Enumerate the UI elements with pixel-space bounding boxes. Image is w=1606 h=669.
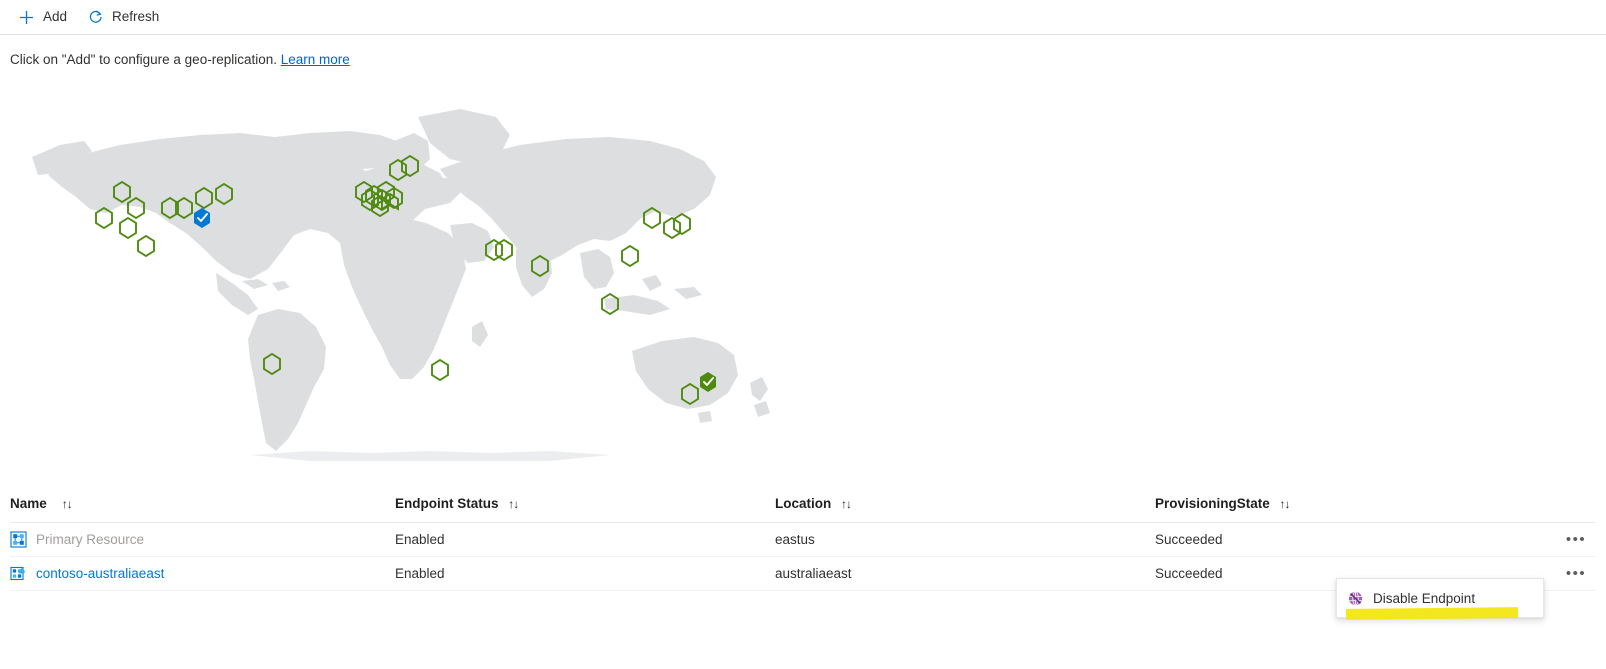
cell-provisioning-state: Succeeded (1155, 566, 1223, 581)
menu-item-disable-endpoint[interactable]: Disable Endpoint (1337, 583, 1543, 613)
world-map-svg (32, 108, 770, 461)
add-button[interactable]: Add (10, 3, 75, 31)
cell-actions: ••• (1556, 528, 1596, 552)
cell-location: eastus (775, 532, 815, 547)
geo-replication-map[interactable] (10, 83, 790, 463)
column-header-name-label: Name (10, 496, 47, 511)
map-marker-replica-australiaeast[interactable] (700, 371, 716, 392)
row-context-menu-button[interactable]: ••• (1565, 565, 1587, 582)
menu-item-disable-endpoint-label: Disable Endpoint (1373, 590, 1476, 606)
learn-more-link[interactable]: Learn more (280, 52, 350, 67)
sort-icon-name[interactable]: ↑↓ (61, 496, 73, 511)
cell-location: australiaeast (775, 566, 852, 581)
row-context-menu-button[interactable]: ••• (1565, 531, 1587, 548)
column-header-provisioning-state[interactable]: ProvisioningState ↑↓ (1155, 496, 1556, 511)
cell-name: contoso-australiaeast (10, 565, 395, 582)
command-bar-divider (0, 34, 1606, 35)
sort-icon-endpoint-status[interactable]: ↑↓ (508, 497, 519, 511)
grid-header-row: Name ↑↓ Endpoint Status ↑↓ Location ↑↓ P… (10, 485, 1596, 523)
hint-text: Click on "Add" to configure a geo-replic… (10, 52, 277, 67)
table-row[interactable]: Primary Resource Enabled eastus Succeede… (10, 523, 1596, 557)
column-header-name[interactable]: Name ↑↓ (10, 496, 395, 511)
highlighter-annotation (1345, 607, 1519, 620)
registry-primary-icon (10, 531, 27, 548)
cell-actions: ••• (1556, 562, 1596, 586)
replications-grid: Name ↑↓ Endpoint Status ↑↓ Location ↑↓ P… (0, 485, 1606, 591)
map-landmasses (32, 108, 770, 461)
table-row[interactable]: contoso-australiaeast Enabled australiae… (10, 557, 1596, 591)
sort-icon-provisioning-state[interactable]: ↑↓ (1279, 497, 1291, 511)
column-header-endpoint-status-label: Endpoint Status (395, 496, 499, 511)
row-name-link[interactable]: contoso-australiaeast (36, 566, 165, 581)
registry-replica-icon (10, 565, 27, 582)
plus-icon (18, 9, 35, 26)
refresh-icon (87, 9, 104, 26)
refresh-button-label: Refresh (112, 9, 160, 25)
column-header-endpoint-status[interactable]: Endpoint Status ↑↓ (395, 496, 775, 511)
cell-endpoint-status: Enabled (395, 566, 445, 581)
cell-provisioning-state: Succeeded (1155, 532, 1223, 547)
map-marker-primary-eastus[interactable] (194, 207, 210, 228)
refresh-button[interactable]: Refresh (79, 3, 167, 31)
cell-name: Primary Resource (10, 531, 395, 548)
add-button-label: Add (43, 9, 68, 25)
command-bar: Add Refresh (0, 0, 1606, 34)
column-header-provisioning-state-label: ProvisioningState (1155, 496, 1270, 511)
column-header-location-label: Location (775, 496, 832, 511)
map-region-markers[interactable] (95, 154, 699, 405)
cell-endpoint-status: Enabled (395, 532, 445, 547)
geo-replication-hint: Click on "Add" to configure a geo-replic… (0, 35, 1606, 69)
sort-icon-location[interactable]: ↑↓ (841, 497, 852, 511)
disable-endpoint-icon (1347, 590, 1364, 607)
column-header-location[interactable]: Location ↑↓ (775, 496, 1155, 511)
row-name-label: Primary Resource (36, 532, 145, 547)
